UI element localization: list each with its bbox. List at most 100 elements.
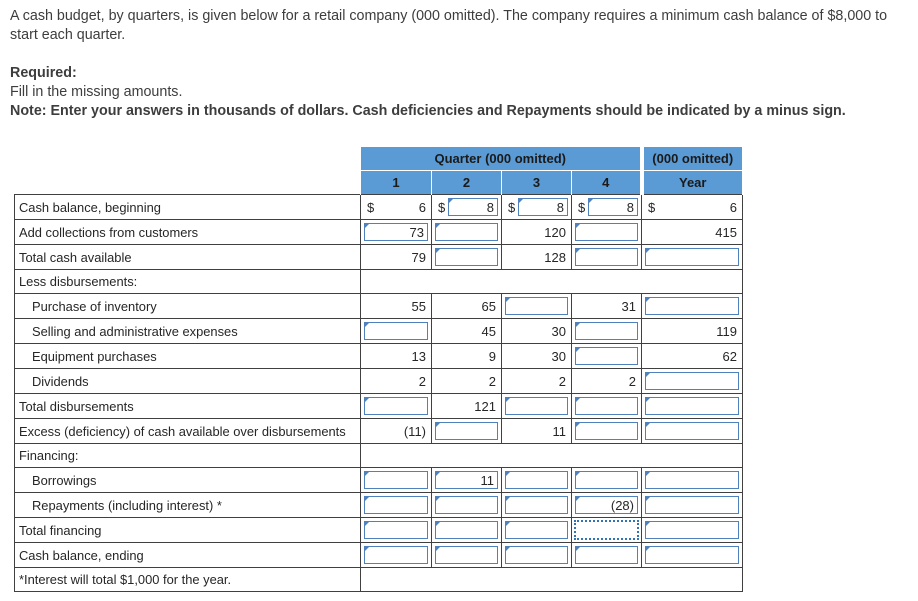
answer-input[interactable]: [435, 223, 498, 241]
answer-input[interactable]: [645, 496, 739, 514]
answer-input[interactable]: [645, 546, 739, 564]
table-row: Total financing: [14, 517, 743, 543]
table-row: Equipment purchases 13 9 30 62: [14, 343, 743, 369]
answer-input[interactable]: [575, 422, 638, 440]
given-value: 31: [621, 298, 636, 314]
cell-q1: [360, 467, 432, 493]
answer-input[interactable]: 8: [588, 198, 638, 216]
answer-input[interactable]: [575, 322, 638, 340]
cell-year: [641, 517, 743, 543]
row-label: Selling and administrative expenses: [14, 318, 361, 344]
cell-content: 62: [642, 344, 742, 368]
answer-input[interactable]: [505, 521, 568, 539]
cell-year: [641, 418, 743, 444]
cell-q3: 30: [501, 343, 572, 369]
given-value: 62: [722, 348, 737, 364]
answer-input[interactable]: [645, 248, 739, 266]
answer-input[interactable]: 8: [448, 198, 498, 216]
answer-input[interactable]: [435, 546, 498, 564]
answer-input[interactable]: 11: [435, 471, 498, 489]
cell-content: $8: [502, 195, 571, 219]
cell-q1: 73: [360, 219, 432, 245]
answer-input[interactable]: 8: [518, 198, 568, 216]
cell-q4: [571, 244, 642, 270]
cell-q1: 79: [360, 244, 432, 270]
answer-input[interactable]: [645, 372, 739, 390]
given-value: 2: [628, 373, 636, 389]
cell-content: [572, 518, 641, 542]
answer-input[interactable]: [505, 297, 568, 315]
answer-input[interactable]: [435, 521, 498, 539]
dollar-sign: $: [508, 199, 516, 215]
row-label: Cash balance, ending: [14, 542, 361, 568]
answer-input[interactable]: [575, 471, 638, 489]
cell-content: 65: [432, 294, 501, 318]
given-value: 11: [552, 423, 567, 439]
cell-content: [642, 518, 742, 542]
answer-input[interactable]: [575, 347, 638, 365]
given-value: 30: [551, 323, 566, 339]
given-value: 30: [551, 348, 566, 364]
cell-content: [432, 518, 501, 542]
cell-q2: [431, 418, 502, 444]
table-row: Borrowings 11: [14, 467, 743, 493]
answer-input[interactable]: [575, 248, 638, 266]
given-value: 55: [411, 298, 426, 314]
cell-content: [361, 543, 431, 567]
cell-q2: [431, 517, 502, 543]
answer-input[interactable]: [575, 546, 638, 564]
cell-q3: $8: [501, 194, 572, 220]
answer-input[interactable]: [364, 521, 428, 539]
answer-input[interactable]: [645, 297, 739, 315]
answer-input[interactable]: [364, 471, 428, 489]
answer-input[interactable]: [435, 422, 498, 440]
col-header-q4: 4: [571, 170, 642, 195]
cell-q2: [431, 244, 502, 270]
cell-q3: [501, 542, 572, 568]
cell-content: [502, 543, 571, 567]
cell-content: [432, 419, 501, 443]
answer-input[interactable]: [645, 521, 739, 539]
answer-input[interactable]: 73: [364, 223, 428, 241]
answer-input[interactable]: [364, 496, 428, 514]
dollar-sign: $: [438, 199, 446, 215]
cell-year: 62: [641, 343, 743, 369]
answer-input[interactable]: [435, 248, 498, 266]
given-value: (11): [403, 423, 426, 439]
cell-content: [502, 493, 571, 517]
cell-year: 119: [641, 318, 743, 344]
answer-input[interactable]: [505, 471, 568, 489]
answer-input[interactable]: [435, 496, 498, 514]
cell-content: [642, 493, 742, 517]
answer-input[interactable]: [364, 546, 428, 564]
answer-input[interactable]: [575, 223, 638, 241]
row-label: Purchase of inventory: [14, 293, 361, 319]
cell-content: 30: [502, 344, 571, 368]
header-spacer: [14, 170, 361, 195]
answer-input[interactable]: [364, 397, 428, 415]
answer-input[interactable]: [505, 546, 568, 564]
answer-input[interactable]: [505, 397, 568, 415]
cell-q2: 2: [431, 368, 502, 394]
cell-q4: 2: [571, 368, 642, 394]
answer-input[interactable]: (28): [575, 496, 638, 514]
row-label: Excess (deficiency) of cash available ov…: [14, 418, 361, 444]
cell-content: (11): [361, 419, 431, 443]
cell-q3: [501, 393, 572, 419]
cell-content: [642, 419, 742, 443]
answer-input[interactable]: [505, 496, 568, 514]
cell-q3: 11: [501, 418, 572, 444]
cell-q4: [571, 467, 642, 493]
answer-input-active[interactable]: [574, 520, 639, 540]
answer-input[interactable]: [645, 422, 739, 440]
note-text: Note: Enter your answers in thousands of…: [10, 103, 846, 119]
cell-content: 2: [432, 369, 501, 393]
answer-input[interactable]: [575, 397, 638, 415]
answer-input[interactable]: [645, 471, 739, 489]
required-instruction: Fill in the missing amounts.: [10, 84, 183, 100]
section-blank-span: [360, 269, 743, 294]
answer-input[interactable]: [364, 322, 428, 340]
answer-input[interactable]: [645, 397, 739, 415]
cell-content: [642, 543, 742, 567]
cell-content: [361, 319, 431, 343]
